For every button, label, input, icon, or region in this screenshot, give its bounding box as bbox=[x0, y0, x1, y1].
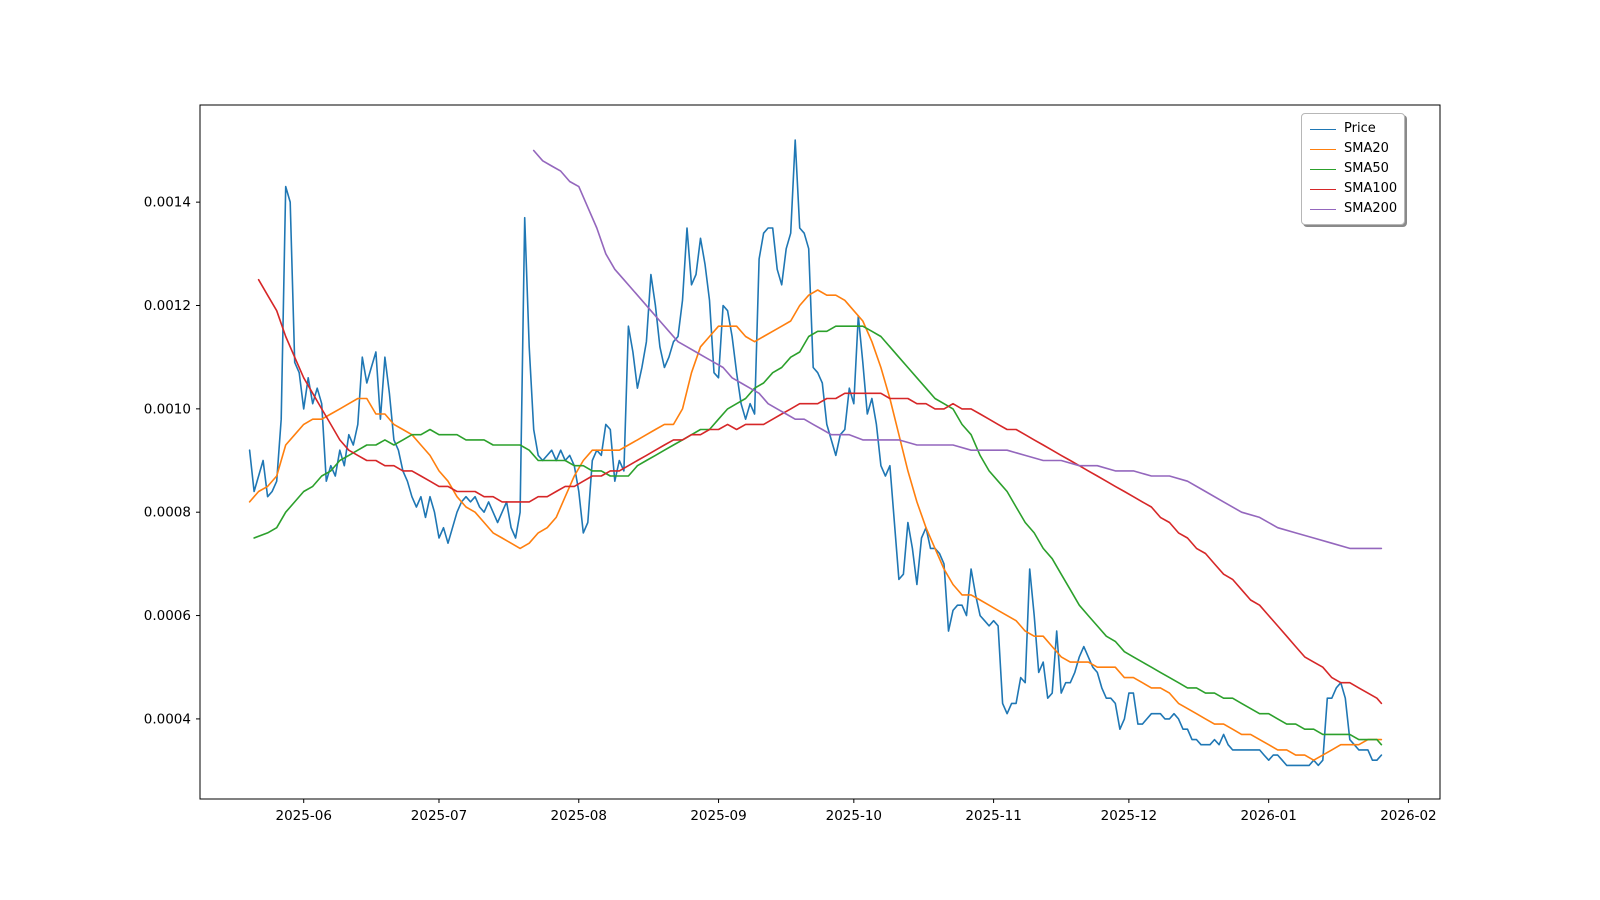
legend: Price SMA20 SMA50 SMA100 SMA200 bbox=[1301, 113, 1405, 225]
legend-item-price: Price bbox=[1310, 119, 1396, 139]
x-tick-label: 2025-12 bbox=[1101, 808, 1157, 824]
legend-line-icon bbox=[1310, 128, 1336, 130]
series-line-sma100 bbox=[257, 278, 1383, 705]
legend-item-sma100: SMA100 bbox=[1310, 179, 1398, 199]
y-tick-label: 0.0014 bbox=[144, 195, 191, 211]
legend-label: Price bbox=[1344, 121, 1376, 136]
legend-line-icon bbox=[1310, 148, 1336, 150]
series-line-sma20 bbox=[248, 289, 1383, 762]
x-tick-label: 2025-11 bbox=[965, 808, 1021, 824]
x-tick-label: 2025-08 bbox=[551, 808, 607, 824]
y-tick-label: 0.0012 bbox=[144, 298, 191, 314]
series-line-sma200 bbox=[532, 149, 1383, 550]
legend-line-icon bbox=[1310, 188, 1336, 190]
legend-item-sma20: SMA20 bbox=[1310, 139, 1396, 159]
legend-label: SMA200 bbox=[1344, 201, 1398, 216]
series-line-price bbox=[248, 139, 1383, 767]
y-tick-label: 0.0006 bbox=[144, 608, 191, 624]
legend-label: SMA50 bbox=[1344, 161, 1389, 176]
y-tick-label: 0.0010 bbox=[144, 401, 191, 417]
plot-frame bbox=[199, 104, 1441, 800]
legend-label: SMA20 bbox=[1344, 141, 1389, 156]
x-tick-label: 2025-06 bbox=[276, 808, 332, 824]
legend-item-sma50: SMA50 bbox=[1310, 159, 1396, 179]
y-tick-label: 0.0008 bbox=[144, 505, 191, 521]
x-tick-label: 2026-01 bbox=[1240, 808, 1296, 824]
series-line-sma50 bbox=[253, 325, 1383, 746]
x-tick-label: 2025-10 bbox=[826, 808, 882, 824]
x-tick-label: 2026-02 bbox=[1380, 808, 1436, 824]
legend-label: SMA100 bbox=[1344, 181, 1398, 196]
y-tick-label: 0.0004 bbox=[144, 711, 191, 727]
legend-line-icon bbox=[1310, 168, 1336, 170]
x-tick-label: 2025-09 bbox=[690, 808, 746, 824]
x-tick-label: 2025-07 bbox=[411, 808, 467, 824]
legend-item-sma200: SMA200 bbox=[1310, 199, 1398, 219]
legend-line-icon bbox=[1310, 208, 1336, 210]
